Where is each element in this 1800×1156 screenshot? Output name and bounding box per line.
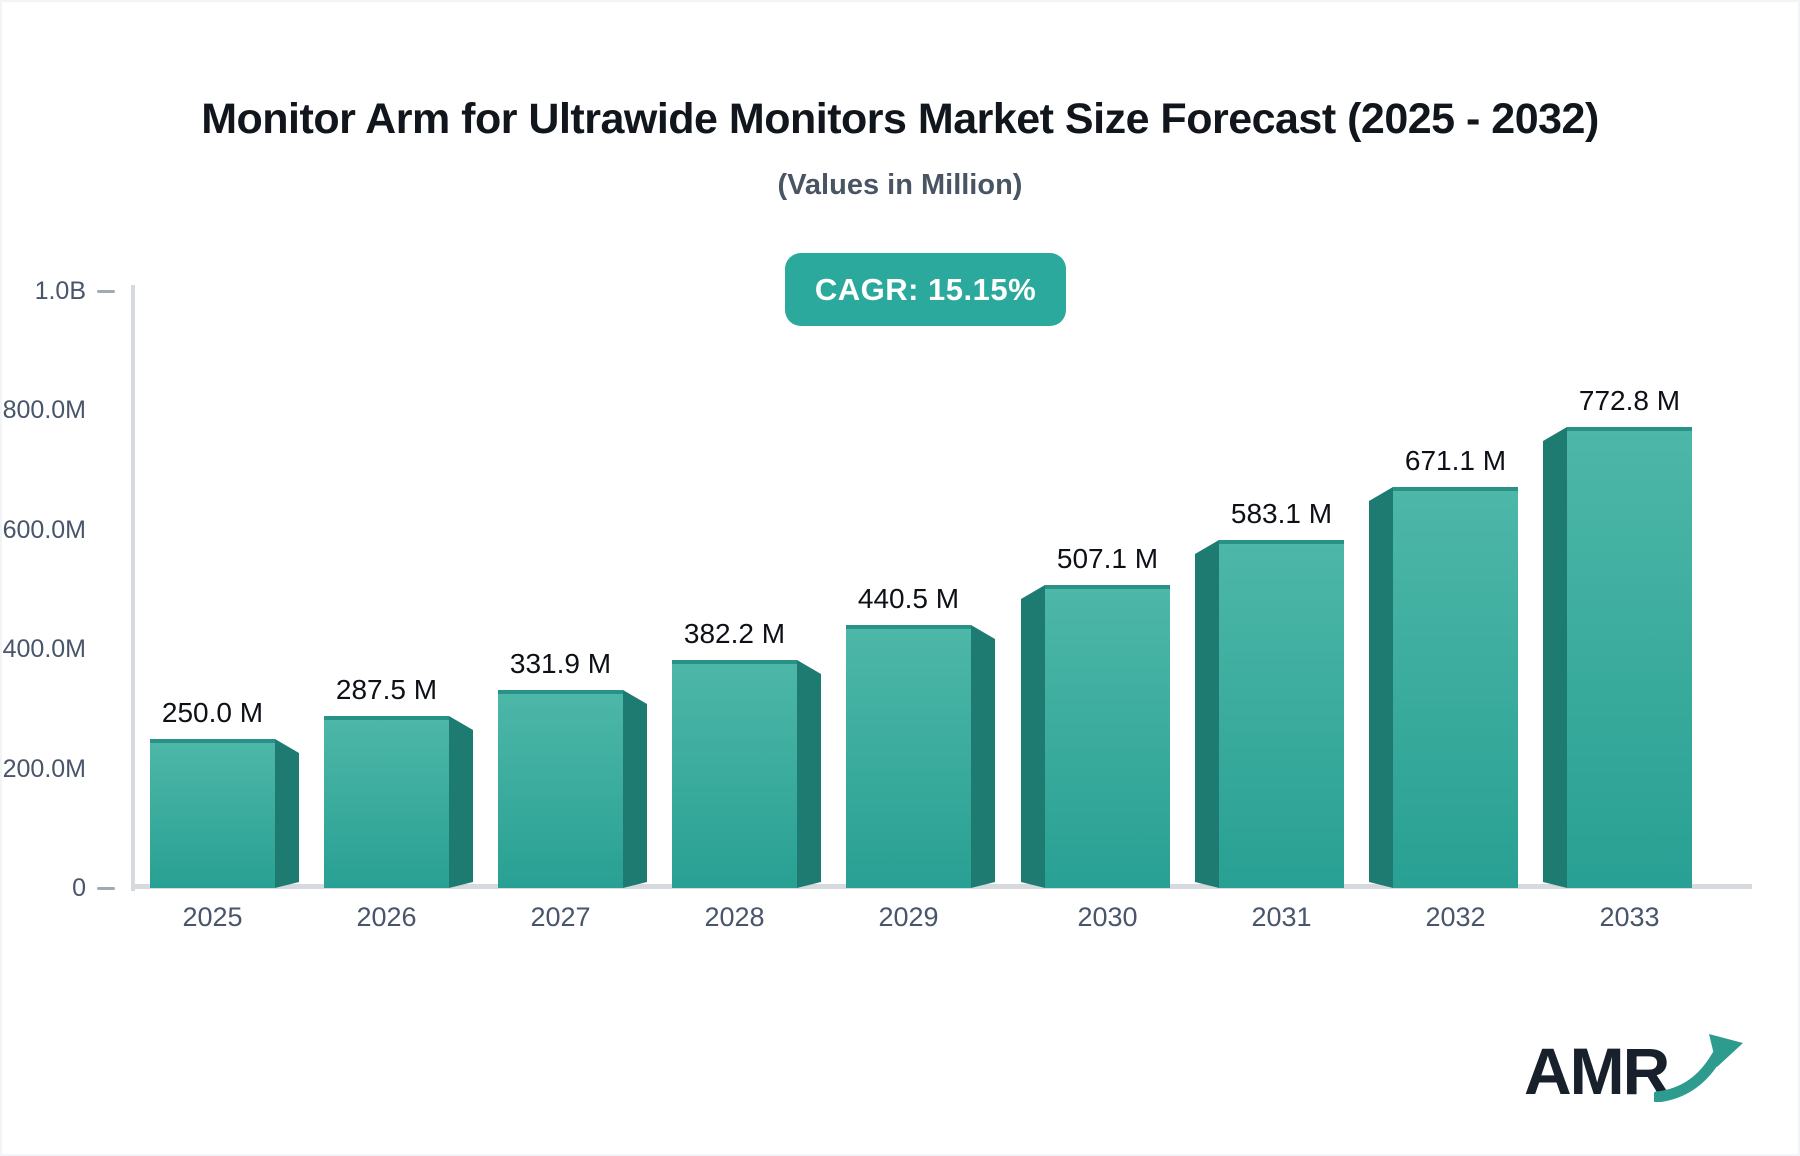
y-tick-200.0M: 200.0M <box>0 754 131 784</box>
bar-3d-side <box>971 625 995 888</box>
bar-face <box>324 716 449 888</box>
y-tick-1.0B: 1.0B <box>0 276 131 306</box>
bar-column-2025: 250.0 M <box>150 697 299 888</box>
bar-column-2026: 287.5 M <box>324 674 473 888</box>
y-tick-label: 800.0M <box>2 395 86 424</box>
y-tick-label: 0 <box>72 873 86 902</box>
chart-subtitle: (Values in Million) <box>777 169 1023 201</box>
bar-column-2027: 331.9 M <box>498 648 647 888</box>
x-axis-label-2026: 2026 <box>356 901 417 932</box>
bar-3d-side <box>1195 540 1219 888</box>
bar-column-2033: 772.8 M <box>1543 385 1692 888</box>
bar-column-2028: 382.2 M <box>672 618 821 888</box>
bar-value-label: 507.1 M <box>1056 543 1159 574</box>
x-axis-label-2029: 2029 <box>878 901 939 932</box>
y-tick-dash <box>97 289 115 293</box>
x-axis-label-2030: 2030 <box>1077 901 1138 932</box>
amr-logo-text: AMR <box>1524 1034 1670 1108</box>
bar-face <box>1045 585 1170 888</box>
bar-value-label: 331.9 M <box>509 648 612 679</box>
y-tick-400.0M: 400.0M <box>0 634 131 664</box>
bar-value-label: 583.1 M <box>1230 498 1333 529</box>
y-tick-label: 1.0B <box>34 276 86 305</box>
y-tick-label: 200.0M <box>2 754 86 783</box>
x-axis-label-2033: 2033 <box>1599 901 1660 932</box>
bar-face <box>1219 540 1344 888</box>
cagr-badge: CAGR: 15.15% <box>785 253 1066 326</box>
bar-value-label: 772.8 M <box>1578 385 1681 416</box>
bar-value-label: 440.5 M <box>857 583 960 614</box>
bar-face <box>672 660 797 888</box>
y-axis-line <box>131 285 135 891</box>
bar-value-label: 287.5 M <box>335 674 438 705</box>
x-axis-label-2027: 2027 <box>530 901 591 932</box>
y-tick-0: 0 <box>0 873 131 903</box>
bar-column-2031: 583.1 M <box>1195 498 1344 888</box>
bar-face <box>1393 487 1518 888</box>
y-tick-label: 400.0M <box>2 634 86 663</box>
y-tick-dash <box>97 886 115 890</box>
bar-face <box>498 690 623 888</box>
bar-3d-side <box>1369 487 1393 888</box>
bar-face <box>150 739 275 888</box>
y-tick-600.0M: 600.0M <box>0 515 131 545</box>
y-tick-label: 600.0M <box>2 515 86 544</box>
y-tick-800.0M: 800.0M <box>0 395 131 425</box>
x-axis-label-2031: 2031 <box>1251 901 1312 932</box>
x-axis-label-2025: 2025 <box>182 901 243 932</box>
bar-3d-side <box>623 690 647 888</box>
x-axis-label-2028: 2028 <box>704 901 765 932</box>
bar-3d-side <box>1021 585 1045 888</box>
bar-3d-side <box>1543 427 1567 888</box>
bar-face <box>846 625 971 888</box>
bar-column-2030: 507.1 M <box>1021 543 1170 888</box>
bar-value-label: 671.1 M <box>1404 445 1507 476</box>
x-axis-label-2032: 2032 <box>1425 901 1486 932</box>
bar-face <box>1567 427 1692 888</box>
bar-3d-side <box>275 739 299 888</box>
bar-column-2029: 440.5 M <box>846 583 995 888</box>
bar-value-label: 250.0 M <box>161 697 264 728</box>
trend-up-arrow-icon <box>1654 1034 1744 1102</box>
bar-column-2032: 671.1 M <box>1369 445 1518 888</box>
amr-logo: AMR <box>1524 1028 1749 1104</box>
bar-value-label: 382.2 M <box>683 618 786 649</box>
bar-3d-side <box>449 716 473 888</box>
bar-3d-side <box>797 660 821 888</box>
chart-title: Monitor Arm for Ultrawide Monitors Marke… <box>201 95 1599 143</box>
